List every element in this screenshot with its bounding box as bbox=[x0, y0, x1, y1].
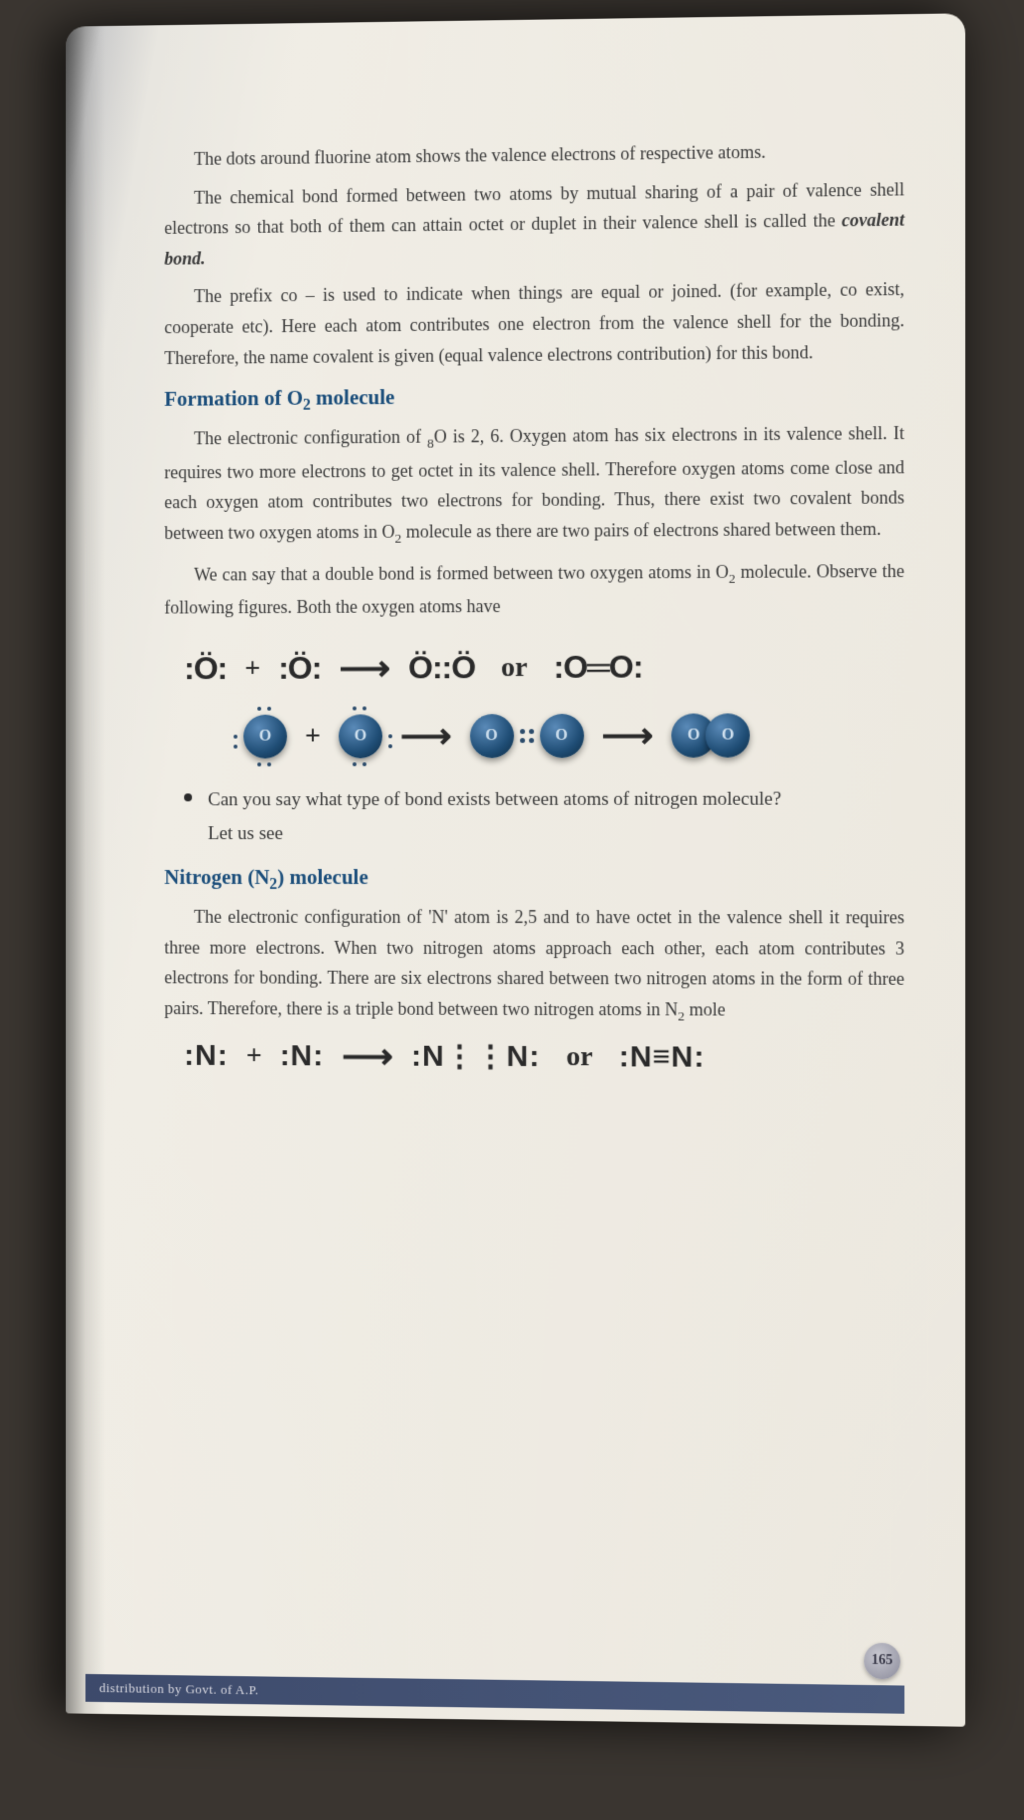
page-number-badge: 165 bbox=[864, 1643, 900, 1680]
valence-dots bbox=[236, 706, 295, 766]
plus-icon: + bbox=[246, 1040, 262, 1072]
oxygen-sphere: O bbox=[339, 714, 383, 758]
bullet-content: Can you say what type of bond exists bet… bbox=[208, 782, 781, 851]
bullet-icon bbox=[184, 793, 192, 801]
arrow-icon: ⟶ bbox=[602, 714, 654, 756]
paragraph-double-bond: We can say that a double bond is formed … bbox=[164, 555, 904, 623]
oxygen-sphere: O bbox=[706, 713, 750, 757]
diagram-o2-lewis: :Ö: + :Ö: ⟶ Ö::Ö or :O═O: bbox=[184, 645, 904, 690]
o2-sharing-pair: O O bbox=[470, 714, 584, 758]
o2-molecule-model: O O bbox=[672, 713, 750, 757]
diagram-o2-spheres: O + O ⟶ O O ⟶ O bbox=[243, 713, 904, 759]
arrow-icon: ⟶ bbox=[400, 715, 451, 757]
atom-label: O bbox=[722, 726, 735, 744]
heading-n2-molecule: Nitrogen (N2) molecule bbox=[164, 865, 904, 894]
footer-text: distribution by Govt. of A.P. bbox=[99, 1680, 259, 1698]
paragraph-covalent-def: The chemical bond formed between two ato… bbox=[164, 174, 904, 274]
page-number: 165 bbox=[872, 1653, 893, 1669]
lewis-n2-dots: :N⋮⋮N: bbox=[411, 1039, 540, 1074]
or-label: or bbox=[566, 1041, 592, 1073]
paragraph-prefix-co: The prefix co – is used to indicate when… bbox=[164, 274, 904, 373]
heading-text: ) molecule bbox=[277, 865, 368, 889]
lewis-n-atom: :N: bbox=[184, 1039, 228, 1073]
or-label: or bbox=[501, 652, 527, 684]
plus-icon: + bbox=[305, 720, 321, 752]
oxygen-sphere: O bbox=[243, 714, 287, 758]
plus-icon: + bbox=[245, 653, 261, 685]
subscript-2: 2 bbox=[303, 397, 311, 414]
paragraph-fluorine-dots: The dots around fluorine atom shows the … bbox=[164, 135, 904, 175]
text: The chemical bond formed between two ato… bbox=[164, 179, 904, 238]
paragraph-o2-config: The electronic configuration of 8O is 2,… bbox=[164, 418, 904, 551]
subscript-2: 2 bbox=[729, 570, 736, 585]
lewis-n-atom: :N: bbox=[280, 1039, 324, 1073]
heading-text: Formation of O bbox=[164, 386, 303, 411]
text: We can say that a double bond is formed … bbox=[194, 561, 729, 584]
paragraph-n2-config: The electronic configuration of 'N' atom… bbox=[164, 902, 904, 1029]
heading-text: molecule bbox=[311, 385, 395, 410]
lewis-o-atom: :Ö: bbox=[278, 650, 321, 687]
atom-label: O bbox=[485, 727, 497, 745]
subscript-8: 8 bbox=[427, 436, 434, 451]
arrow-icon: ⟶ bbox=[342, 1035, 393, 1077]
lewis-o2-bond: :O═O: bbox=[554, 649, 643, 686]
arrow-icon: ⟶ bbox=[339, 647, 390, 689]
shared-electrons bbox=[520, 729, 534, 743]
atom-label: O bbox=[555, 727, 567, 745]
textbook-page: The dots around fluorine atom shows the … bbox=[66, 13, 966, 1726]
question-text: Can you say what type of bond exists bet… bbox=[208, 782, 781, 817]
text: The electronic configuration of bbox=[194, 427, 427, 449]
atom-label: O bbox=[687, 726, 700, 744]
text: The electronic configuration of 'N' atom… bbox=[164, 907, 904, 1019]
oxygen-sphere: O bbox=[470, 714, 514, 758]
oxygen-sphere: O bbox=[540, 714, 584, 758]
lead-in-text: Let us see bbox=[208, 817, 781, 852]
diagram-n2-lewis: :N: + :N: ⟶ :N⋮⋮N: or :N≡N: bbox=[184, 1035, 904, 1079]
heading-text: Nitrogen (N bbox=[164, 865, 269, 889]
lewis-o-atom: :Ö: bbox=[184, 650, 227, 687]
text: mole bbox=[685, 999, 726, 1019]
heading-o2-formation: Formation of O2 molecule bbox=[164, 381, 904, 416]
valence-dots bbox=[331, 706, 391, 766]
bullet-question: Can you say what type of bond exists bet… bbox=[184, 782, 904, 851]
lewis-o2-dots: Ö::Ö bbox=[408, 649, 475, 686]
text: molecule as there are two pairs of elect… bbox=[401, 519, 881, 542]
footer-bar: distribution by Govt. of A.P. bbox=[85, 1674, 904, 1714]
lewis-n2-triple: :N≡N: bbox=[619, 1040, 705, 1074]
